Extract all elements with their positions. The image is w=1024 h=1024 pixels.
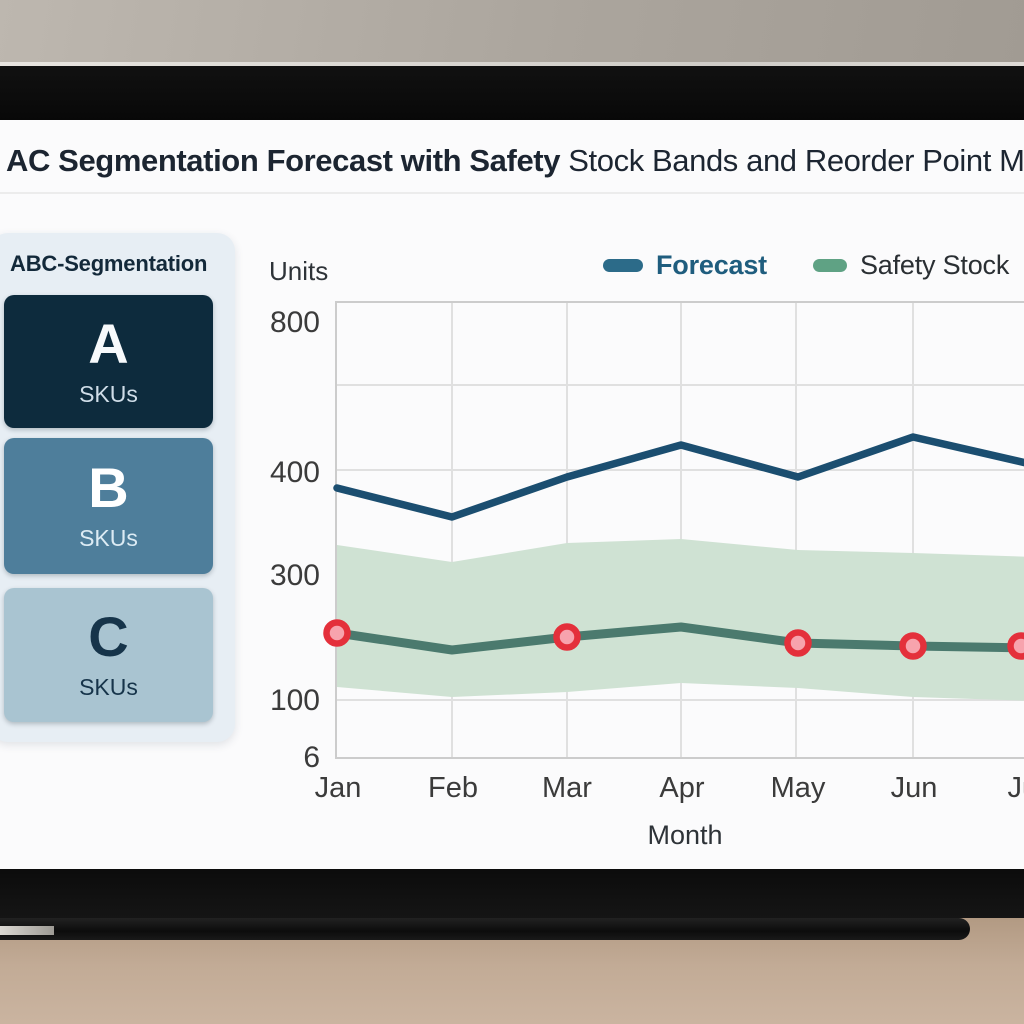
legend-label-forecast: Forecast [656,250,767,280]
legend-item-safety-stock[interactable]: Safety Stock [812,250,1010,281]
chart-legend: Forecast Safety Stock [603,250,1009,281]
panel-header: ABC-Segmentation [10,251,208,276]
segment-letter-c: C [88,605,129,668]
segment-card-b[interactable]: B SKUs [4,438,213,574]
legend-label-safety-stock: Safety Stock [859,250,1010,280]
segment-letter-b: B [88,456,129,519]
abc-segmentation-panel: ABC-Segmentation A SKUs B SKUs C SKUs [0,233,235,742]
background-wall [0,0,1024,66]
safety-stock-swatch-icon [812,259,847,272]
segment-label-b: SKUs [79,525,138,551]
segment-letter-a: A [88,311,129,375]
forecast-swatch-icon [603,259,643,272]
segment-card-a[interactable]: A SKUs [4,295,213,428]
title-divider [0,192,1024,194]
segment-label-c: SKUs [79,674,138,700]
segment-label-a: SKUs [79,380,138,407]
legend-item-forecast[interactable]: Forecast [603,250,767,281]
page-title-bold: AC Segmentation Forecast with Safety [6,143,561,178]
hinge-silver-edge-icon [0,926,54,935]
segment-card-c[interactable]: C SKUs [4,588,213,722]
page-title: AC Segmentation Forecast with Safety Sto… [6,143,1024,179]
x-axis-title: Month [647,820,723,850]
page-title-regular: Stock Bands and Reorder Point Markers [568,143,1024,178]
y-axis-title: Units [269,256,329,286]
laptop-hinge [0,918,970,940]
wall-highlight-line [0,62,1024,66]
